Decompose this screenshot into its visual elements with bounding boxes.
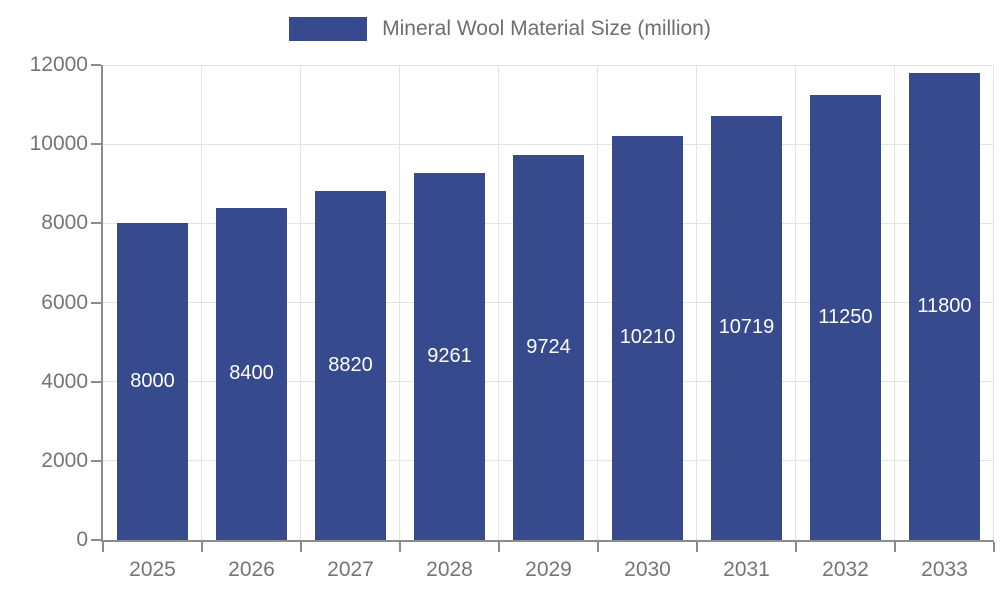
y-axis-tick (91, 380, 101, 383)
bar: 10210 (612, 135, 683, 540)
x-axis-label: 2025 (129, 558, 176, 581)
x-axis-tick (201, 542, 203, 552)
x-axis-label: 2031 (723, 558, 770, 581)
x-axis-label: 2028 (426, 558, 473, 581)
bar: 9261 (414, 173, 485, 540)
bar-value-label: 9724 (526, 336, 571, 359)
bar: 10719 (711, 115, 782, 540)
gridline-vertical (696, 65, 697, 540)
y-axis-label: 10000 (29, 132, 88, 156)
bar: 11250 (810, 94, 881, 540)
gridline-vertical (795, 65, 796, 540)
gridline-horizontal (103, 64, 994, 66)
y-axis-tick (91, 459, 101, 462)
bar: 8820 (315, 190, 386, 540)
y-axis-label: 6000 (41, 290, 88, 314)
gridline-vertical (201, 65, 202, 540)
gridline-vertical (993, 65, 994, 540)
x-axis-tick (795, 542, 797, 552)
bar-value-label: 10210 (619, 326, 676, 349)
y-axis-label: 12000 (29, 53, 88, 76)
gridline-vertical (498, 65, 499, 540)
y-axis-tick (91, 143, 101, 146)
x-axis-label: 2029 (525, 558, 572, 581)
x-axis-label: 2032 (822, 558, 869, 581)
bar-value-label: 11800 (917, 294, 972, 317)
bar-value-label: 10719 (718, 316, 775, 339)
bar-value-label: 11250 (818, 305, 873, 328)
y-axis-label: 4000 (41, 369, 88, 393)
y-axis-label: 8000 (41, 211, 88, 235)
y-axis-tick (91, 301, 101, 304)
x-axis-tick (498, 542, 500, 552)
legend-label: Mineral Wool Material Size (million) (382, 17, 711, 40)
x-axis-tick (894, 542, 896, 552)
bar-value-label: 9261 (427, 345, 472, 368)
bar: 9724 (513, 155, 584, 540)
bar-value-label: 8000 (130, 370, 175, 393)
gridline-vertical (894, 65, 895, 540)
bar: 8000 (117, 223, 188, 540)
y-axis-tick (91, 64, 101, 66)
x-axis-tick (399, 542, 401, 552)
x-axis-tick (993, 542, 995, 552)
y-axis-tick (91, 222, 101, 225)
x-axis-tick (300, 542, 302, 552)
y-axis-label: 2000 (41, 448, 88, 472)
x-axis-label: 2033 (921, 558, 968, 581)
legend-swatch (289, 17, 368, 41)
gridline-vertical (597, 65, 598, 540)
bar-value-label: 8820 (328, 353, 373, 376)
x-axis-tick (102, 542, 104, 552)
y-axis-label: 0 (76, 528, 88, 551)
bar-value-label: 8400 (229, 362, 274, 385)
x-axis-tick (696, 542, 698, 552)
x-axis-label: 2030 (624, 558, 671, 581)
legend: Mineral Wool Material Size (million) (0, 17, 1000, 41)
gridline-vertical (300, 65, 301, 540)
gridline-vertical (399, 65, 400, 540)
plot-area: 0 2000 4000 6000 8000 10000 12000 8000 2025 8400 2… (30, 53, 995, 581)
y-axis-tick (91, 539, 101, 541)
bar: 11800 (909, 72, 980, 540)
gridline-horizontal (103, 143, 994, 145)
x-axis-label: 2026 (228, 558, 275, 581)
bar: 8400 (216, 207, 287, 540)
x-axis-label: 2027 (327, 558, 374, 581)
x-axis-tick (597, 542, 599, 552)
